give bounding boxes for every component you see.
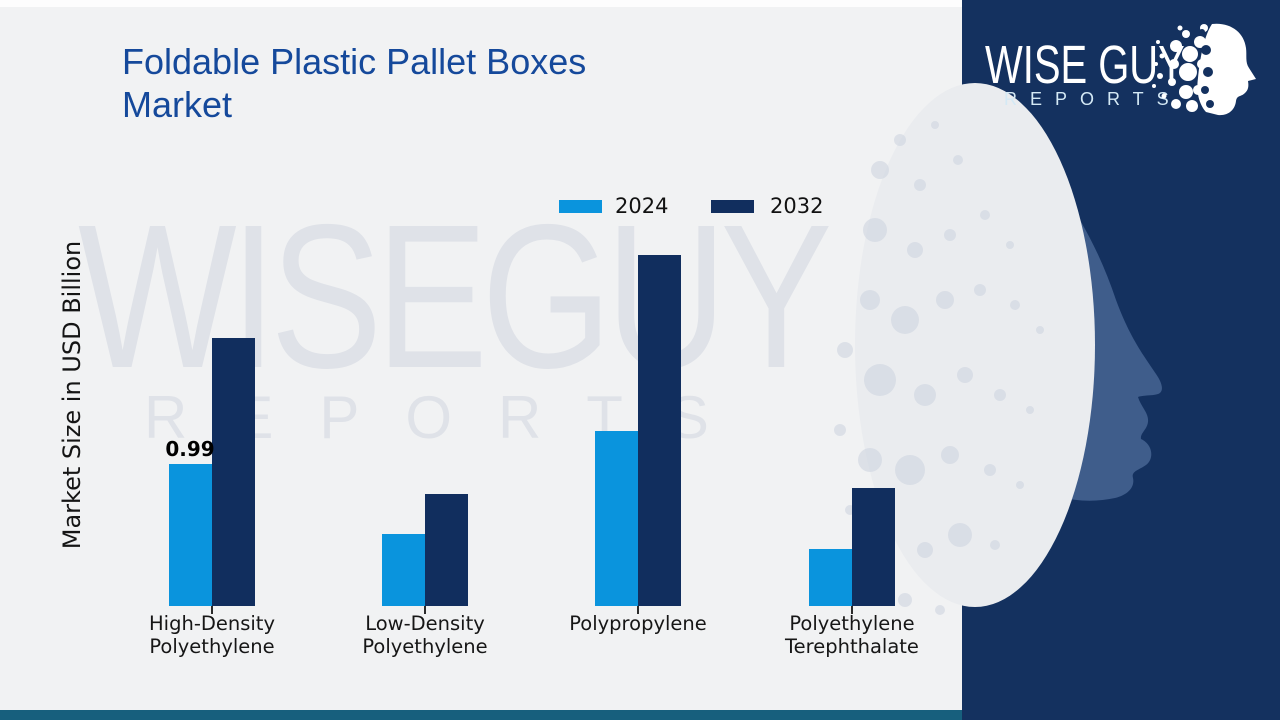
bar-2032 <box>638 255 681 606</box>
bar-group <box>382 494 468 606</box>
category-label: Low-Density Polyethylene <box>362 612 488 658</box>
bar-2024 <box>595 431 638 606</box>
axis-tick <box>424 606 426 614</box>
bar-2032 <box>212 338 255 606</box>
axis-tick <box>211 606 213 614</box>
category-label: Polypropylene <box>569 612 707 635</box>
bar-2024 <box>809 549 852 606</box>
legend-label-2032: 2032 <box>770 194 824 218</box>
bar-2024 <box>169 464 212 606</box>
axis-tick <box>637 606 639 614</box>
bar-group <box>169 338 255 606</box>
brand-logo-face-icon <box>1152 23 1256 116</box>
page-title-line-2: Market <box>122 84 233 125</box>
bar-2024 <box>382 534 425 606</box>
y-axis-label: Market Size in USD Billion <box>58 240 86 550</box>
top-strip <box>0 0 1280 7</box>
bar-value-label: 0.99 <box>165 437 215 462</box>
page-title-line-1: Foldable Plastic Pallet Boxes <box>122 41 587 82</box>
axis-tick <box>851 606 853 614</box>
bar-group <box>595 255 681 606</box>
bar-2032 <box>425 494 468 606</box>
bar-2032 <box>852 488 895 606</box>
footer-accent-bar <box>0 710 1280 720</box>
page-title: Foldable Plastic Pallet Boxes Market <box>122 40 586 126</box>
legend-swatch-2024 <box>559 200 602 213</box>
bar-group <box>809 488 895 606</box>
legend-label-2024: 2024 <box>615 194 669 218</box>
category-label: High-Density Polyethylene <box>149 612 275 658</box>
category-label: Polyethylene Terephthalate <box>785 612 919 658</box>
legend-swatch-2032 <box>711 200 754 213</box>
